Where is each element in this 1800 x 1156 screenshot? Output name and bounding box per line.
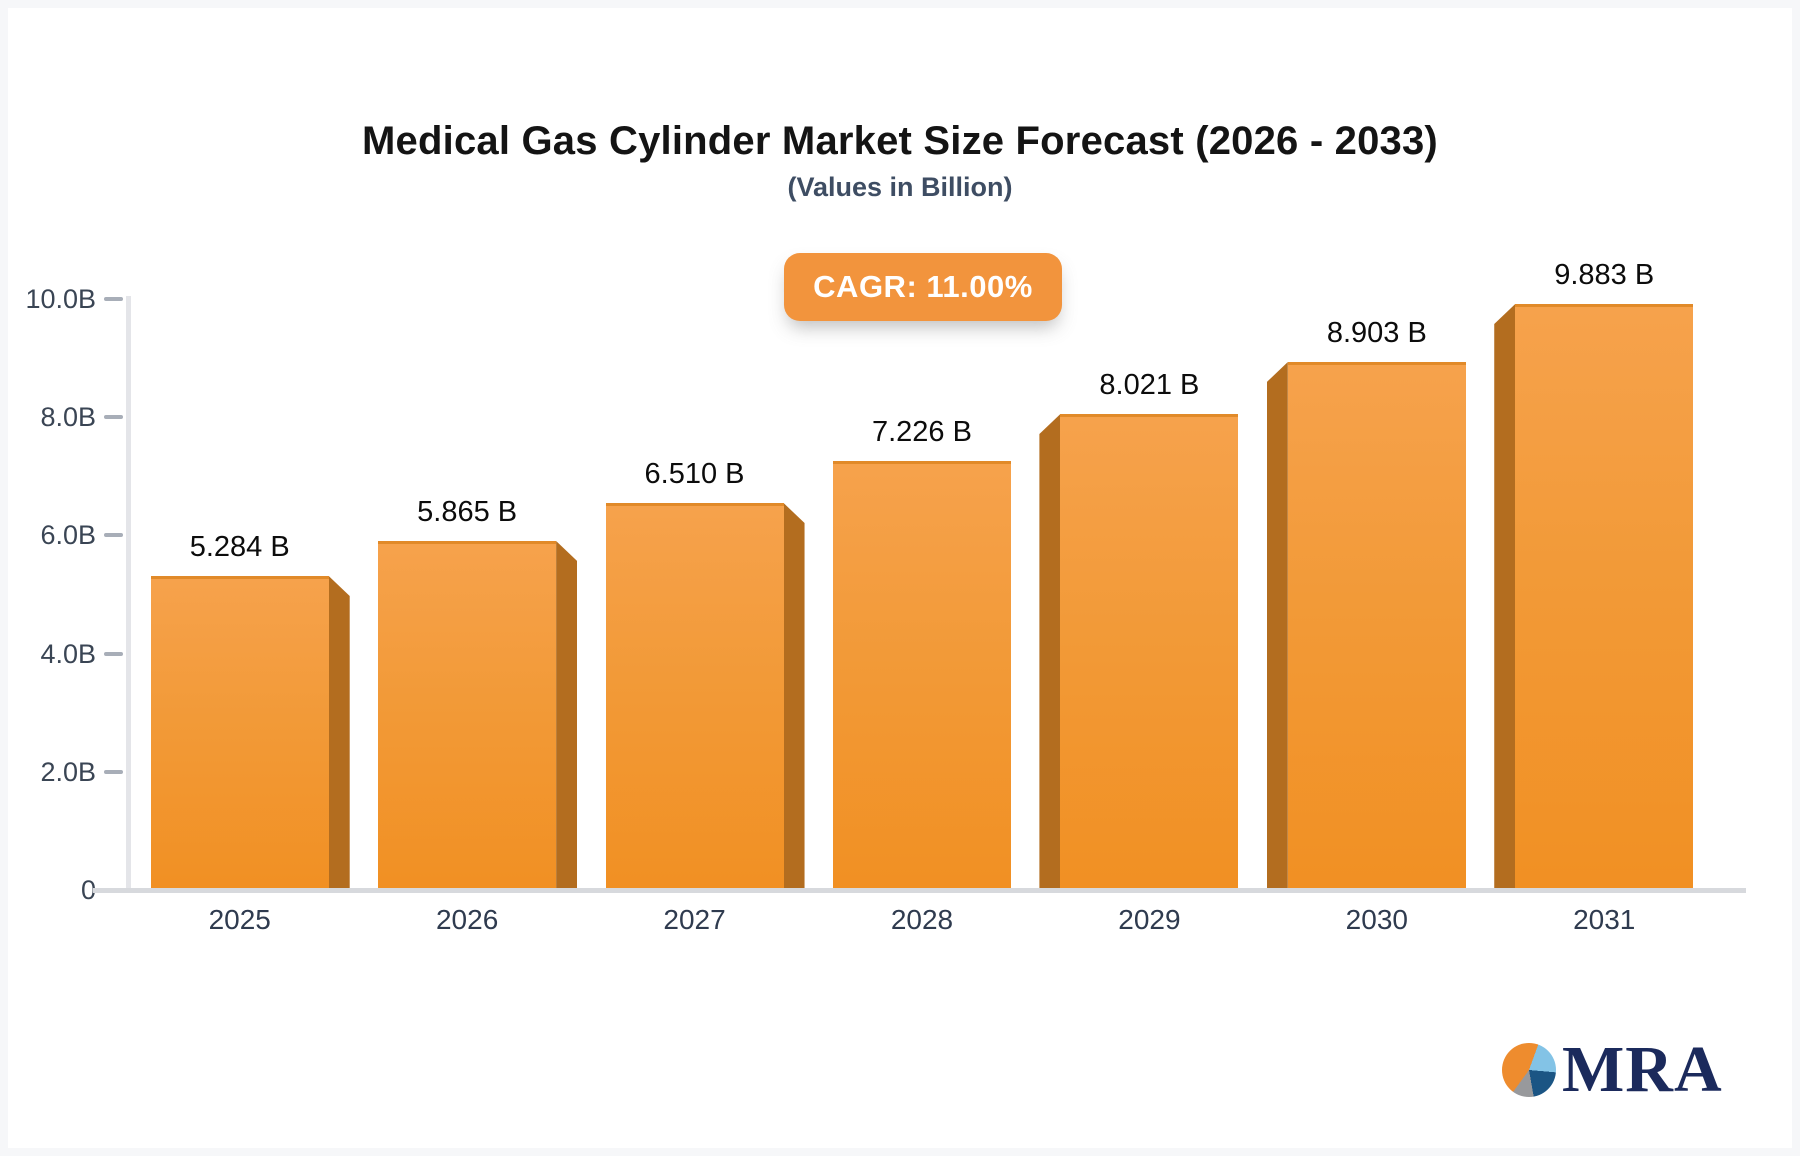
y-tick-label: 10.0B: [25, 284, 96, 314]
bar-side-3d: [1039, 414, 1061, 888]
y-tick-label: 4.0B: [40, 638, 96, 669]
bar: 8.903 B: [1266, 317, 1466, 888]
bar-value-label: 5.284 B: [189, 531, 290, 563]
x-axis-line: [93, 888, 1746, 893]
bar-side-3d: [1494, 304, 1516, 888]
x-axis-label: 2030: [1345, 904, 1408, 935]
bar: 5.865 B: [378, 496, 578, 888]
bar-group: 6.510 B 2027: [581, 297, 808, 935]
y-tick-label: 0: [80, 875, 96, 905]
bar: 9.883 B: [1494, 259, 1694, 888]
bar-value-label: 5.865 B: [417, 496, 518, 528]
bar-group: 5.284 B 2025: [126, 297, 353, 935]
bar: 5.284 B: [150, 531, 350, 888]
y-tick-mark: [104, 533, 123, 538]
mra-pie-icon: [1502, 1043, 1556, 1097]
x-axis-label: 2027: [663, 904, 726, 935]
bar-face: [378, 541, 557, 888]
bar-group: 9.883 B 2031: [1491, 259, 1718, 935]
y-tick-label: 8.0B: [40, 402, 96, 433]
mra-logo: MRA: [1502, 1034, 1723, 1106]
bar-group: 7.226 B 2028: [808, 297, 1035, 935]
x-axis-label: 2031: [1573, 904, 1636, 935]
chart-subtitle: (Values in Billion): [787, 172, 1013, 203]
bar-value-label: 8.021 B: [1099, 369, 1200, 401]
bar-side-3d: [556, 541, 578, 888]
bar-face: [1515, 304, 1694, 888]
y-axis-line: [126, 296, 131, 890]
x-axis-label: 2028: [890, 904, 954, 935]
y-tick-mark: [104, 415, 123, 420]
bar-face: [150, 576, 329, 888]
x-axis-label: 2029: [1118, 904, 1181, 935]
y-tick-mark: [104, 651, 123, 656]
bar: 8.021 B: [1039, 369, 1239, 888]
bar-group: 8.903 B 2030: [1263, 297, 1490, 935]
cagr-badge-label: CAGR: 11.00%: [813, 269, 1033, 304]
bar-value-label: 6.510 B: [644, 458, 745, 490]
bar-value-label: 7.226 B: [871, 416, 972, 448]
bar-face: [1060, 414, 1239, 888]
bar-face: [832, 461, 1011, 888]
bar: 6.510 B: [605, 458, 805, 888]
chart-title: Medical Gas Cylinder Market Size Forecas…: [362, 118, 1438, 163]
bar-face: [605, 503, 784, 888]
bar-side-3d: [328, 576, 350, 888]
bar-value-label: 9.883 B: [1554, 259, 1655, 291]
bar-side-3d: [1266, 362, 1288, 888]
y-tick-label: 2.0B: [40, 756, 96, 787]
plot-area: 5.284 B 2025 5.865 B 2026 6.510 B 2027 7.226 B…: [126, 259, 1718, 935]
mra-logo-text: MRA: [1562, 1033, 1723, 1106]
bar-side-3d: [783, 503, 805, 888]
x-axis-label: 2026: [435, 904, 499, 935]
y-tick-mark: [104, 769, 123, 774]
cagr-badge: CAGR: 11.00%: [784, 253, 1062, 321]
y-tick-mark: [104, 297, 123, 301]
y-tick-label: 6.0B: [40, 520, 96, 551]
bar-value-label: 8.903 B: [1326, 317, 1427, 349]
x-axis-label: 2025: [208, 904, 271, 935]
bar-face: [1287, 362, 1466, 888]
bar-group: 5.865 B 2026: [353, 297, 580, 935]
bar: 7.226 B: [832, 416, 1011, 888]
bar-group: 8.021 B 2029: [1036, 297, 1263, 935]
